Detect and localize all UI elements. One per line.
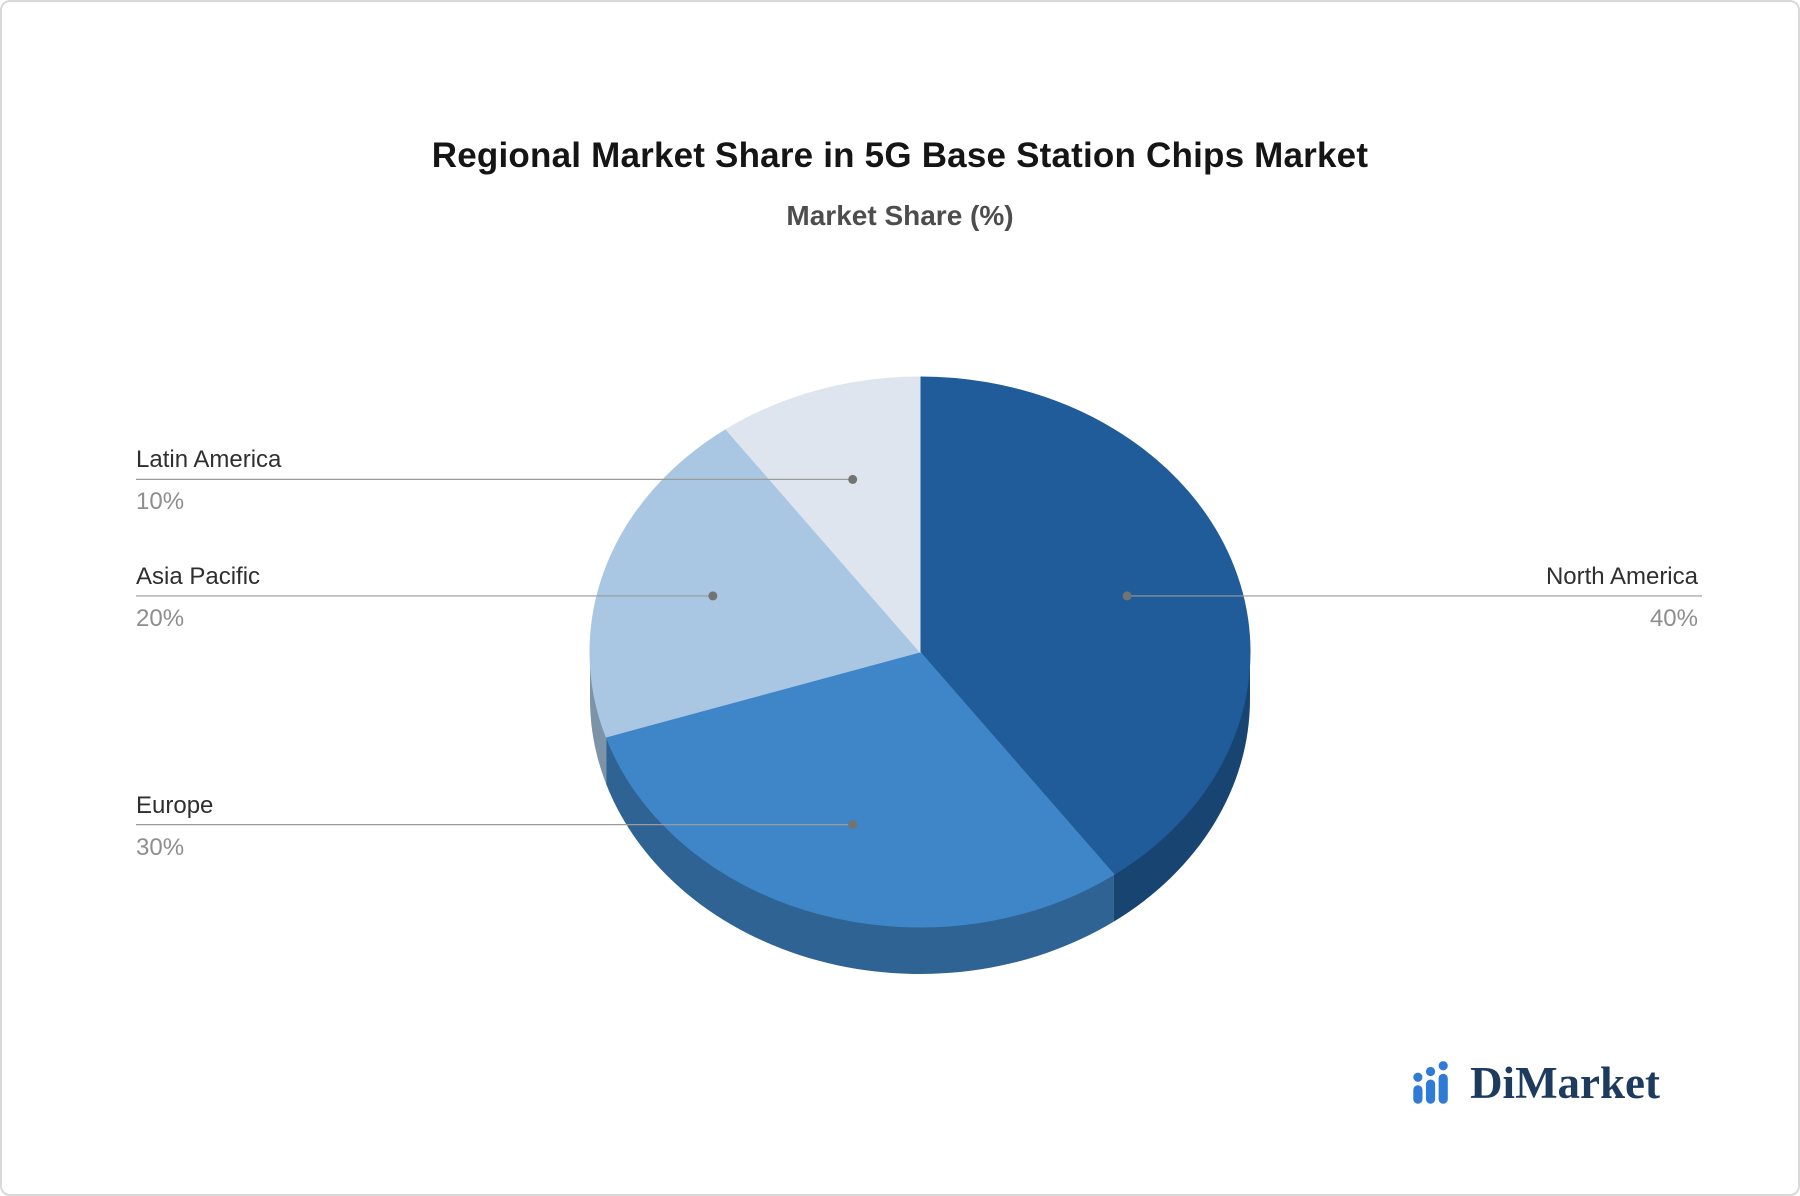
pie-slice-asia-pacific[interactable]	[589, 428, 921, 738]
leader-dot-latin-america	[848, 474, 858, 484]
pie-slice-europe[interactable]	[605, 651, 1115, 928]
pie-slice-north-america[interactable]	[919, 376, 1251, 876]
chart-subtitle: Market Share (%)	[786, 200, 1014, 231]
pie-slice-latin-america[interactable]	[725, 376, 921, 654]
bar-chart-icon	[1413, 1061, 1448, 1104]
leader-dot-north-america	[1122, 591, 1132, 601]
pie-slice-side-europe	[606, 736, 1114, 974]
pie-slice-side-asia-pacific	[590, 652, 607, 784]
dimarket-logo-text: DiMarket	[1470, 1057, 1660, 1108]
leader-dot-asia-pacific	[708, 591, 718, 601]
leader-dot-europe	[848, 820, 858, 830]
chart-title: Regional Market Share in 5G Base Station…	[431, 136, 1369, 175]
pie-slice-side-north-america	[1113, 652, 1250, 922]
dimarket-logo: DiMarket	[1411, 1060, 1660, 1106]
